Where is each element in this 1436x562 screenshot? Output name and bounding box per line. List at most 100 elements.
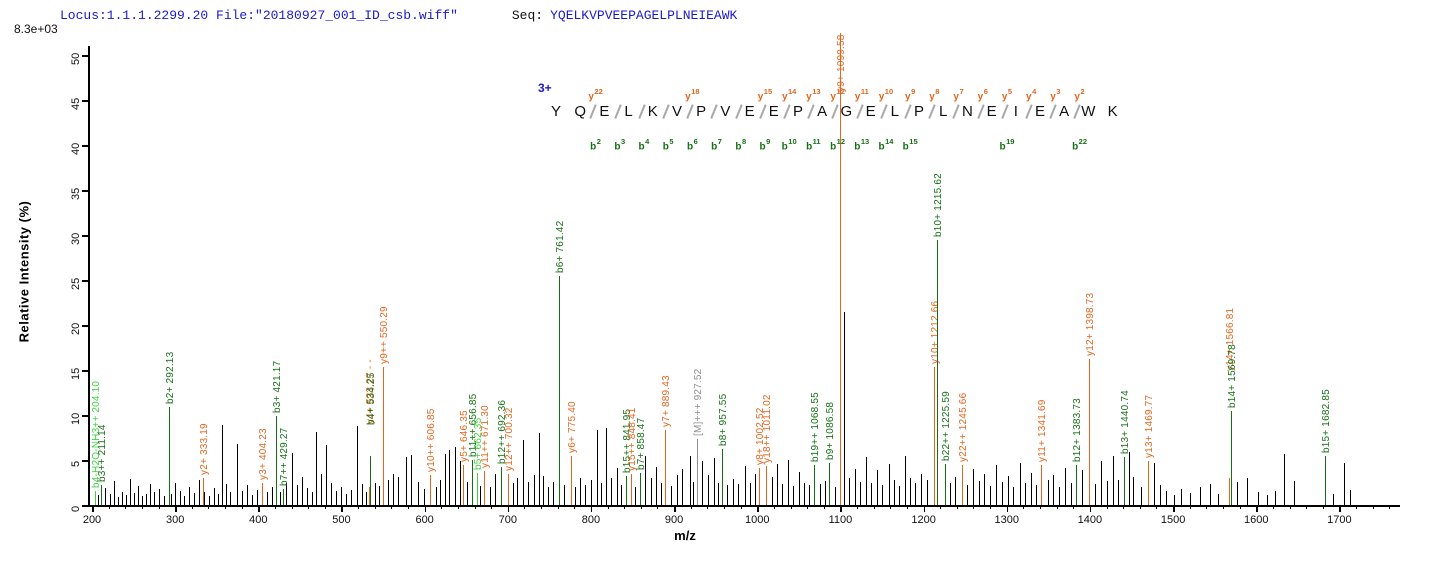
y-tick [82,505,88,507]
peak [279,491,281,505]
fragment-peak [430,475,432,505]
b-ion-label: b12 [830,137,846,153]
fragment-peak [639,472,641,505]
fragment-peak-label: y10+ 1212.66 [930,301,942,365]
x-minor-tick [158,506,160,509]
peak [1013,487,1015,505]
sequence-residue: P [792,103,803,120]
x-minor-tick [1156,506,1158,509]
peak [194,493,196,505]
fragment-peak-label: y2+ 333.19 [198,423,210,475]
peak [727,485,729,505]
peak [708,475,710,505]
y-ion-label: y8 [929,87,940,103]
x-axis-line [88,505,1400,507]
x-tick [757,506,759,512]
peak [1070,482,1072,505]
x-minor-tick [1139,506,1141,509]
peak [542,476,544,505]
x-minor-tick [640,506,642,509]
x-minor-tick [374,506,376,509]
y-ion-label: y10 [878,87,894,103]
peak [1332,494,1334,505]
peak [512,483,514,505]
fragment-peak [261,483,263,505]
locus-file-text: Locus:1.1.1.2299.20 File:"20180927_001_I… [60,8,458,23]
peak [808,485,810,505]
x-minor-tick [225,506,227,509]
y-ion-label: y12 [830,87,845,103]
fragment-peak [934,367,936,505]
sequence-residue: L [890,103,899,120]
b-ion-label: b10 [781,137,797,153]
sequence-residue: I [1013,103,1018,120]
peak [848,478,850,505]
x-minor-tick [1239,506,1241,509]
peak [950,482,952,505]
peak [411,454,413,505]
y-tick-label: 25 [70,277,82,290]
peak [1001,481,1003,505]
peak [285,483,287,505]
peak [552,481,554,505]
peak [435,487,437,505]
fragment-peak-label: y6+ 775.40 [566,400,578,453]
y-tick [82,190,88,192]
fragment-peak-label: y12+ 1398.73 [1084,292,1096,357]
x-minor-tick [1389,506,1391,509]
peak [180,490,182,505]
fragment-peak [558,275,560,505]
peak [1159,485,1161,505]
peak [117,496,119,505]
peak [97,495,99,505]
x-minor-tick [1222,506,1224,509]
peak [1020,462,1022,505]
y-ion-label: y18 [685,87,700,103]
peak [859,481,861,505]
b-ion-label: b4 [638,137,650,153]
peak [1237,481,1239,505]
peak [772,477,774,505]
peak [782,484,784,505]
peak [585,485,587,505]
fragment-peak [944,463,946,505]
fragment-peak-label: y12++ 700.32 [504,406,516,471]
peak [888,463,890,505]
fragment-peak [722,449,723,505]
fragment-peak [766,466,768,505]
fragment-peak [829,462,831,505]
peak [905,455,907,505]
peak [793,486,794,505]
fragment-peak [1325,455,1327,505]
peak [1133,477,1135,505]
x-minor-tick [823,506,825,509]
peak [335,490,337,505]
peak [547,487,549,505]
x-minor-tick [291,506,293,509]
fragment-peak-label: b19++ 1068.55 [810,392,822,463]
fragment-peak-label: b4+ 534.25 [366,372,377,425]
y-axis-line [88,46,90,505]
x-minor-tick [324,506,326,509]
peak [733,478,735,505]
peak [225,484,227,505]
fragment-peak-label: y13+ 1469.77 [1143,394,1155,458]
y-tick-label: 0 [70,505,82,512]
peak [1293,480,1295,505]
peak [670,486,672,505]
fragment-peak-label: y7+ 889.43 [661,375,673,428]
peak [819,484,821,505]
peak [105,487,107,505]
peak [882,485,883,505]
x-minor-tick [408,506,409,509]
peak [204,491,206,505]
x-tick [92,506,94,512]
fragment-peak-label: y11+ 1341.69 [1037,398,1049,462]
b-ion-label: b15 [902,137,918,153]
fragment-peak-label: [M]+++ 927.52 [693,368,704,437]
peak [921,474,923,505]
y-tick-label: 35 [70,187,82,200]
peak [689,455,691,505]
y-ion-label: y14 [781,87,797,103]
x-minor-tick [890,506,892,509]
